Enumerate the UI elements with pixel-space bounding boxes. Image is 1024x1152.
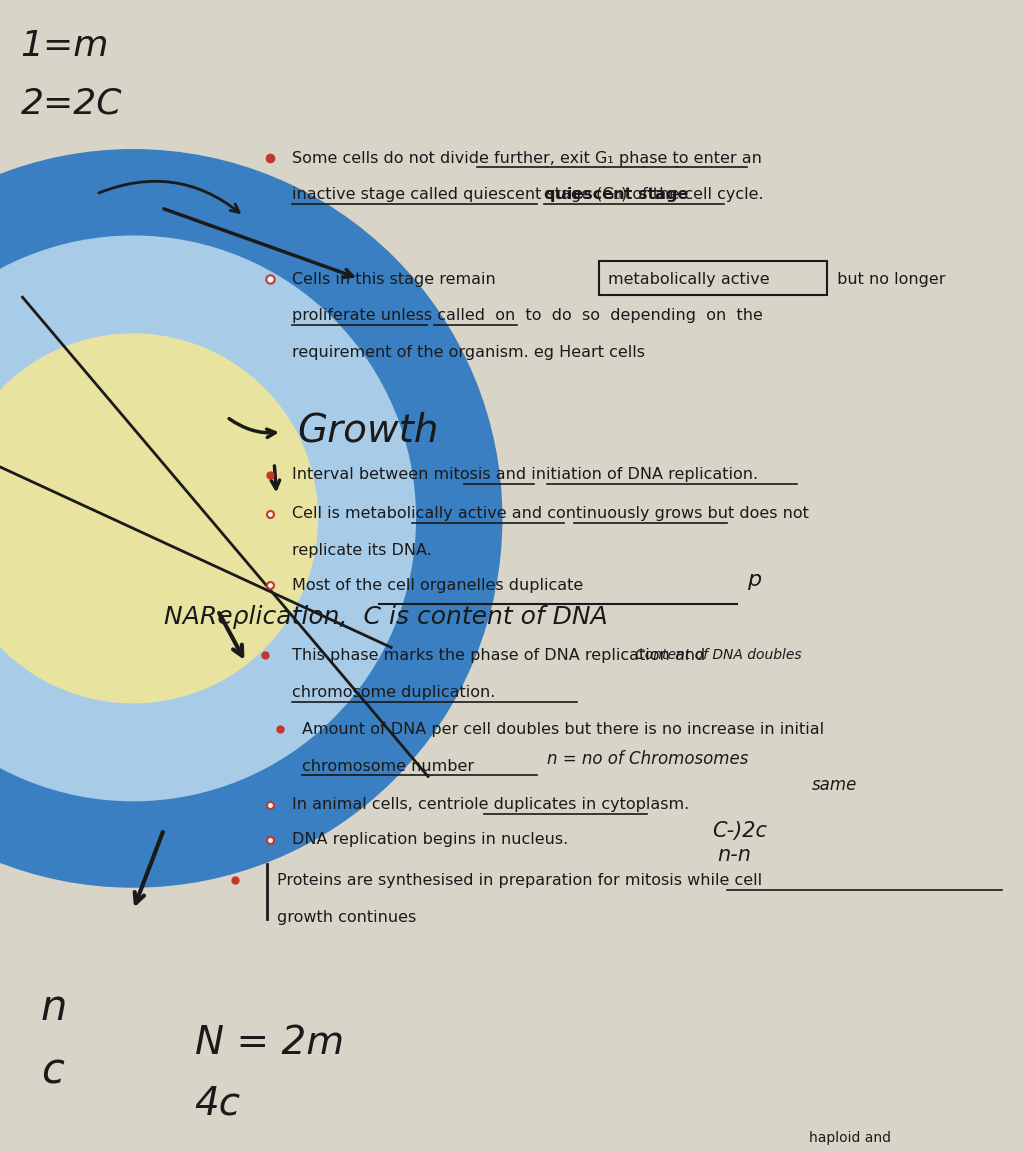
Text: but no longer: but no longer xyxy=(831,272,945,287)
Text: 2=2C: 2=2C xyxy=(20,86,122,121)
Text: This phase marks the phase of DNA replication and: This phase marks the phase of DNA replic… xyxy=(292,647,706,664)
Text: NAReρlication,  C is content of DNA: NAReρlication, C is content of DNA xyxy=(164,605,607,629)
Text: Some cells do not divide further, exit G₁ phase to enter an: Some cells do not divide further, exit G… xyxy=(292,151,762,166)
Text: Amount of DNA per cell doubles but there is no increase in initial: Amount of DNA per cell doubles but there… xyxy=(302,721,824,737)
Text: replicate its DNA.: replicate its DNA. xyxy=(292,543,432,558)
Text: chromosome duplication.: chromosome duplication. xyxy=(292,684,496,700)
Text: n-n: n-n xyxy=(717,844,751,864)
Text: requirement of the organism. eg Heart cells: requirement of the organism. eg Heart ce… xyxy=(292,346,645,361)
Text: haploid and: haploid and xyxy=(809,1131,891,1145)
Text: 1=m: 1=m xyxy=(20,29,109,63)
Text: C-)2c: C-)2c xyxy=(712,820,767,841)
Text: N = 2m: N = 2m xyxy=(195,1024,344,1061)
Text: c: c xyxy=(41,1051,63,1092)
Text: proliferate unless called  on  to  do  so  depending  on  the: proliferate unless called on to do so de… xyxy=(292,309,763,324)
Text: Cell is metabolically active and continuously grows but does not: Cell is metabolically active and continu… xyxy=(292,506,809,521)
Text: inactive stage called quiescent stage (G₀) of the cell cycle.: inactive stage called quiescent stage (G… xyxy=(292,188,764,203)
Text: Interval between mitosis and initiation of DNA replication.: Interval between mitosis and initiation … xyxy=(292,468,758,483)
Text: Most of the cell organelles duplicate: Most of the cell organelles duplicate xyxy=(292,578,583,593)
Text: p: p xyxy=(746,570,761,590)
Text: growth continues: growth continues xyxy=(276,910,416,925)
Circle shape xyxy=(0,150,502,887)
Circle shape xyxy=(0,236,416,801)
Text: 4c: 4c xyxy=(195,1085,241,1122)
Text: chromosome number: chromosome number xyxy=(302,758,474,774)
Text: Growth: Growth xyxy=(297,412,438,449)
Text: DNA replication begins in nucleus.: DNA replication begins in nucleus. xyxy=(292,832,568,848)
Circle shape xyxy=(0,334,317,703)
Text: same: same xyxy=(812,775,857,794)
Text: quiescent stage: quiescent stage xyxy=(544,188,688,203)
Text: Cells in this stage remain: Cells in this stage remain xyxy=(292,272,501,287)
Text: n = no of Chromosomes: n = no of Chromosomes xyxy=(547,750,749,767)
Text: metabolically active: metabolically active xyxy=(608,272,769,287)
Text: Content of DNA doubles: Content of DNA doubles xyxy=(635,649,802,662)
Text: n: n xyxy=(41,987,68,1029)
Text: Proteins are synthesised in preparation for mitosis while cell: Proteins are synthesised in preparation … xyxy=(276,873,762,888)
Text: In animal cells, centriole duplicates in cytoplasm.: In animal cells, centriole duplicates in… xyxy=(292,797,689,812)
